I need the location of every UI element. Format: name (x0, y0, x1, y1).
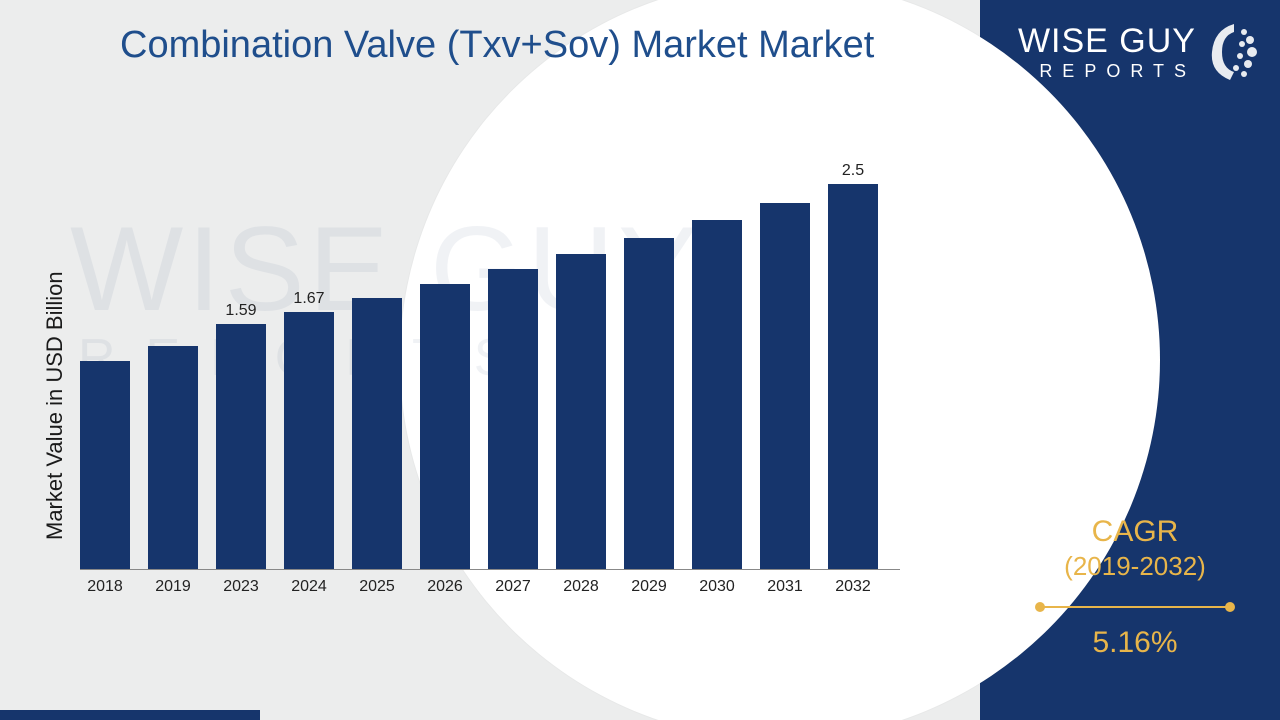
chart-title: Combination Valve (Txv+Sov) Market Marke… (120, 24, 880, 67)
bar (352, 298, 402, 569)
logo-head-icon (1204, 22, 1258, 82)
bar (760, 203, 810, 569)
bar-slot (488, 269, 538, 569)
x-tick-label: 2024 (284, 578, 334, 596)
x-labels-container: 2018 2019 2023 2024 2025 2026 2027 2028 2029 2030… (80, 572, 900, 602)
bar (420, 284, 470, 569)
bar-slot (624, 238, 674, 569)
bottom-accent-bar (0, 710, 260, 720)
x-tick-label: 2023 (216, 578, 266, 596)
cagr-value: 5.16% (1020, 626, 1250, 660)
x-tick-label: 2025 (352, 578, 402, 596)
x-tick-label: 2028 (556, 578, 606, 596)
bar-slot: 1.67 (284, 312, 334, 569)
bar-value-label: 1.67 (284, 290, 334, 312)
x-tick-label: 2019 (148, 578, 198, 596)
bar-slot (148, 346, 198, 569)
bar-slot (692, 220, 742, 569)
x-tick-label: 2032 (828, 578, 878, 596)
bar-slot (352, 298, 402, 569)
bar (80, 361, 130, 569)
x-tick-label: 2026 (420, 578, 470, 596)
logo: WISE GUY REPORTS (1018, 24, 1254, 80)
bar (624, 238, 674, 569)
bar (488, 269, 538, 569)
bar (692, 220, 742, 569)
x-axis-line (80, 569, 900, 570)
x-tick-label: 2031 (760, 578, 810, 596)
y-axis-label: Market Value in USD Billion (42, 271, 68, 540)
cagr-separator (1040, 606, 1230, 608)
bar (216, 324, 266, 569)
bar-value-label: 1.59 (216, 302, 266, 324)
x-tick-label: 2030 (692, 578, 742, 596)
x-tick-label: 2029 (624, 578, 674, 596)
cagr-block: CAGR (2019-2032) 5.16% (1020, 515, 1250, 660)
bar (284, 312, 334, 569)
bar-slot (760, 203, 810, 569)
bar-slot (420, 284, 470, 569)
bar-value-label: 2.5 (828, 162, 878, 184)
cagr-period: (2019-2032) (1020, 551, 1250, 582)
bar-slot (80, 361, 130, 569)
bars-container: 1.59 1.67 2.5 (80, 159, 900, 569)
x-tick-label: 2018 (80, 578, 130, 596)
bar-slot (556, 254, 606, 569)
cagr-title: CAGR (1020, 515, 1250, 549)
bar (556, 254, 606, 569)
bar-chart: 1.591.672.5 2018201920232024202520262027… (80, 160, 900, 570)
bar-slot: 2.5 (828, 184, 878, 569)
bar (828, 184, 878, 569)
bar-slot: 1.59 (216, 324, 266, 569)
bar (148, 346, 198, 569)
x-tick-label: 2027 (488, 578, 538, 596)
